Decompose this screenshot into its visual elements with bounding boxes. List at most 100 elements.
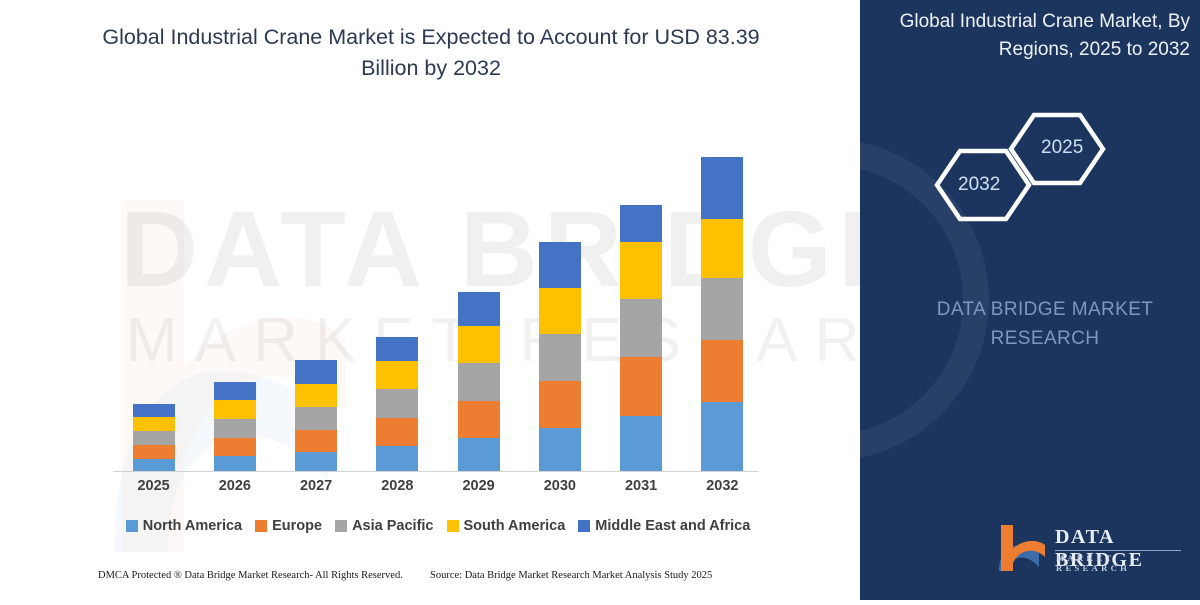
legend-item-asia-pacific[interactable]: Asia Pacific (335, 518, 434, 534)
x-tick-2029: 2029 (462, 478, 495, 494)
legend-item-north-america[interactable]: North America (125, 518, 243, 534)
bar-segment-asia-pacific[interactable] (213, 419, 256, 438)
bar-column-2030[interactable] (521, 242, 599, 472)
bar-column-2025[interactable] (115, 404, 193, 472)
dmca-notice: DMCA Protected ® Data Bridge Market Rese… (98, 570, 403, 581)
bar-segment-north-america[interactable] (457, 438, 500, 472)
bar-segment-north-america[interactable] (295, 452, 338, 472)
hexagon-2032-shape (934, 148, 1032, 222)
bar-segment-asia-pacific[interactable] (457, 363, 500, 401)
logo-main-text: DATA BRIDGE (1055, 526, 1144, 571)
stacked-bar[interactable] (538, 242, 581, 472)
brand-name-text: DATA BRIDGE MARKET RESEARCH (936, 299, 1154, 349)
bar-segment-south-america[interactable] (376, 361, 419, 389)
bar-segment-south-america[interactable] (701, 219, 744, 278)
bar-segment-south-america[interactable] (132, 417, 175, 431)
x-tick-2026: 2026 (218, 478, 251, 494)
legend-swatch (446, 520, 459, 532)
bar-segment-middle-east-and-africa[interactable] (457, 292, 500, 326)
x-axis-tick-labels: 2025 2026 2027 2028 2029 2030 2031 2032 (113, 478, 763, 502)
bar-column-2028[interactable] (358, 337, 436, 472)
legend-label: Middle East and Africa (595, 518, 751, 534)
bar-segment-north-america[interactable] (132, 459, 175, 472)
chart-legend: North America Europe Asia Pacific South Ame… (113, 515, 763, 537)
legend-swatch (255, 520, 268, 532)
stacked-bar[interactable] (701, 157, 744, 472)
legend-swatch (335, 520, 348, 532)
bar-column-2026[interactable] (196, 382, 274, 472)
bar-segment-south-america[interactable] (457, 326, 500, 363)
chart-title: Global Industrial Crane Market is Expect… (102, 25, 760, 80)
logo-bridge-icon (999, 525, 1045, 571)
bar-segment-north-america[interactable] (376, 446, 419, 472)
stacked-bar[interactable] (620, 205, 663, 472)
bar-segment-south-america[interactable] (538, 288, 581, 334)
stacked-bar[interactable] (132, 404, 175, 472)
x-tick-2031: 2031 (624, 478, 658, 494)
bar-segment-middle-east-and-africa[interactable] (295, 360, 338, 384)
stacked-bar[interactable] (376, 337, 419, 472)
bar-segment-asia-pacific[interactable] (701, 278, 744, 340)
logo-divider (1055, 550, 1181, 552)
bar-segment-europe[interactable] (132, 445, 175, 459)
logo-sub-text: MARKET RESEARCH (1056, 553, 1131, 573)
hexagon-label-2032: 2032 (958, 174, 1001, 195)
bar-segment-middle-east-and-africa[interactable] (213, 382, 256, 400)
bar-segment-north-america[interactable] (538, 428, 581, 472)
legend-item-south-america[interactable]: South America (446, 518, 566, 534)
bar-segment-asia-pacific[interactable] (295, 407, 338, 430)
bar-column-2029[interactable] (440, 292, 518, 472)
bar-segment-europe[interactable] (701, 340, 744, 402)
bar-segment-middle-east-and-africa[interactable] (620, 205, 663, 242)
x-tick-2028: 2028 (381, 478, 414, 494)
legend-item-middle-east-and-africa[interactable]: Middle East and Africa (578, 518, 750, 534)
bar-segment-asia-pacific[interactable] (538, 334, 581, 381)
bar-segment-north-america[interactable] (620, 416, 663, 472)
legend-item-europe[interactable]: Europe (255, 518, 322, 534)
hexagon-label-2025: 2025 (1041, 137, 1084, 158)
x-tick-2027: 2027 (299, 478, 333, 494)
hexagon-group: 2025 2032 (915, 95, 1115, 235)
bar-segment-middle-east-and-africa[interactable] (376, 337, 419, 361)
bar-segment-middle-east-and-africa[interactable] (538, 242, 581, 288)
bar-segment-south-america[interactable] (620, 242, 663, 299)
bar-segment-south-america[interactable] (213, 400, 256, 419)
data-bridge-logo: DATA BRIDGE MARKET RESEARCH (995, 520, 1185, 578)
bar-segment-asia-pacific[interactable] (620, 299, 663, 357)
bar-segment-europe[interactable] (295, 430, 338, 452)
plot-area (113, 120, 763, 472)
bar-segment-europe[interactable] (457, 401, 500, 438)
source-note: Source: Data Bridge Market Research Mark… (430, 570, 713, 581)
bar-segment-south-america[interactable] (295, 384, 338, 407)
legend-label: Europe (272, 518, 323, 534)
chart-panel-shape (0, 0, 860, 600)
legend-label: Asia Pacific (352, 518, 434, 534)
bar-segment-europe[interactable] (620, 357, 663, 416)
x-tick-2025: 2025 (137, 478, 170, 494)
hexagon-outlines (934, 112, 1106, 222)
x-tick-2032: 2032 (706, 478, 739, 494)
bar-segment-north-america[interactable] (213, 456, 256, 472)
bar-column-2027[interactable] (277, 360, 355, 472)
footer: DMCA Protected ® Data Bridge Market Rese… (0, 566, 800, 590)
bar-segment-middle-east-and-africa[interactable] (701, 157, 744, 219)
legend-swatch (578, 520, 591, 532)
stacked-bar[interactable] (457, 292, 500, 472)
bar-column-2031[interactable] (602, 205, 680, 472)
hexagon-2025-shape (1008, 112, 1106, 186)
bar-segment-asia-pacific[interactable] (132, 431, 175, 445)
bar-segment-europe[interactable] (213, 438, 256, 456)
legend-label: North America (142, 518, 243, 534)
bar-segment-north-america[interactable] (701, 402, 744, 472)
bar-segment-asia-pacific[interactable] (376, 389, 419, 418)
stacked-bar[interactable] (213, 382, 256, 472)
bar-segment-middle-east-and-africa[interactable] (132, 404, 175, 417)
bar-column-2032[interactable] (683, 157, 761, 472)
bar-segment-europe[interactable] (376, 418, 419, 446)
stacked-bar[interactable] (295, 360, 338, 472)
legend-swatch (125, 520, 138, 532)
legend-label: South America (463, 518, 566, 534)
bar-segment-europe[interactable] (538, 381, 581, 428)
right-panel-title: Global Industrial Crane Market, By Regio… (899, 11, 1190, 60)
chart-panel: DATA BRIDGE MARKET RESEARCH Global Indus… (0, 0, 860, 600)
